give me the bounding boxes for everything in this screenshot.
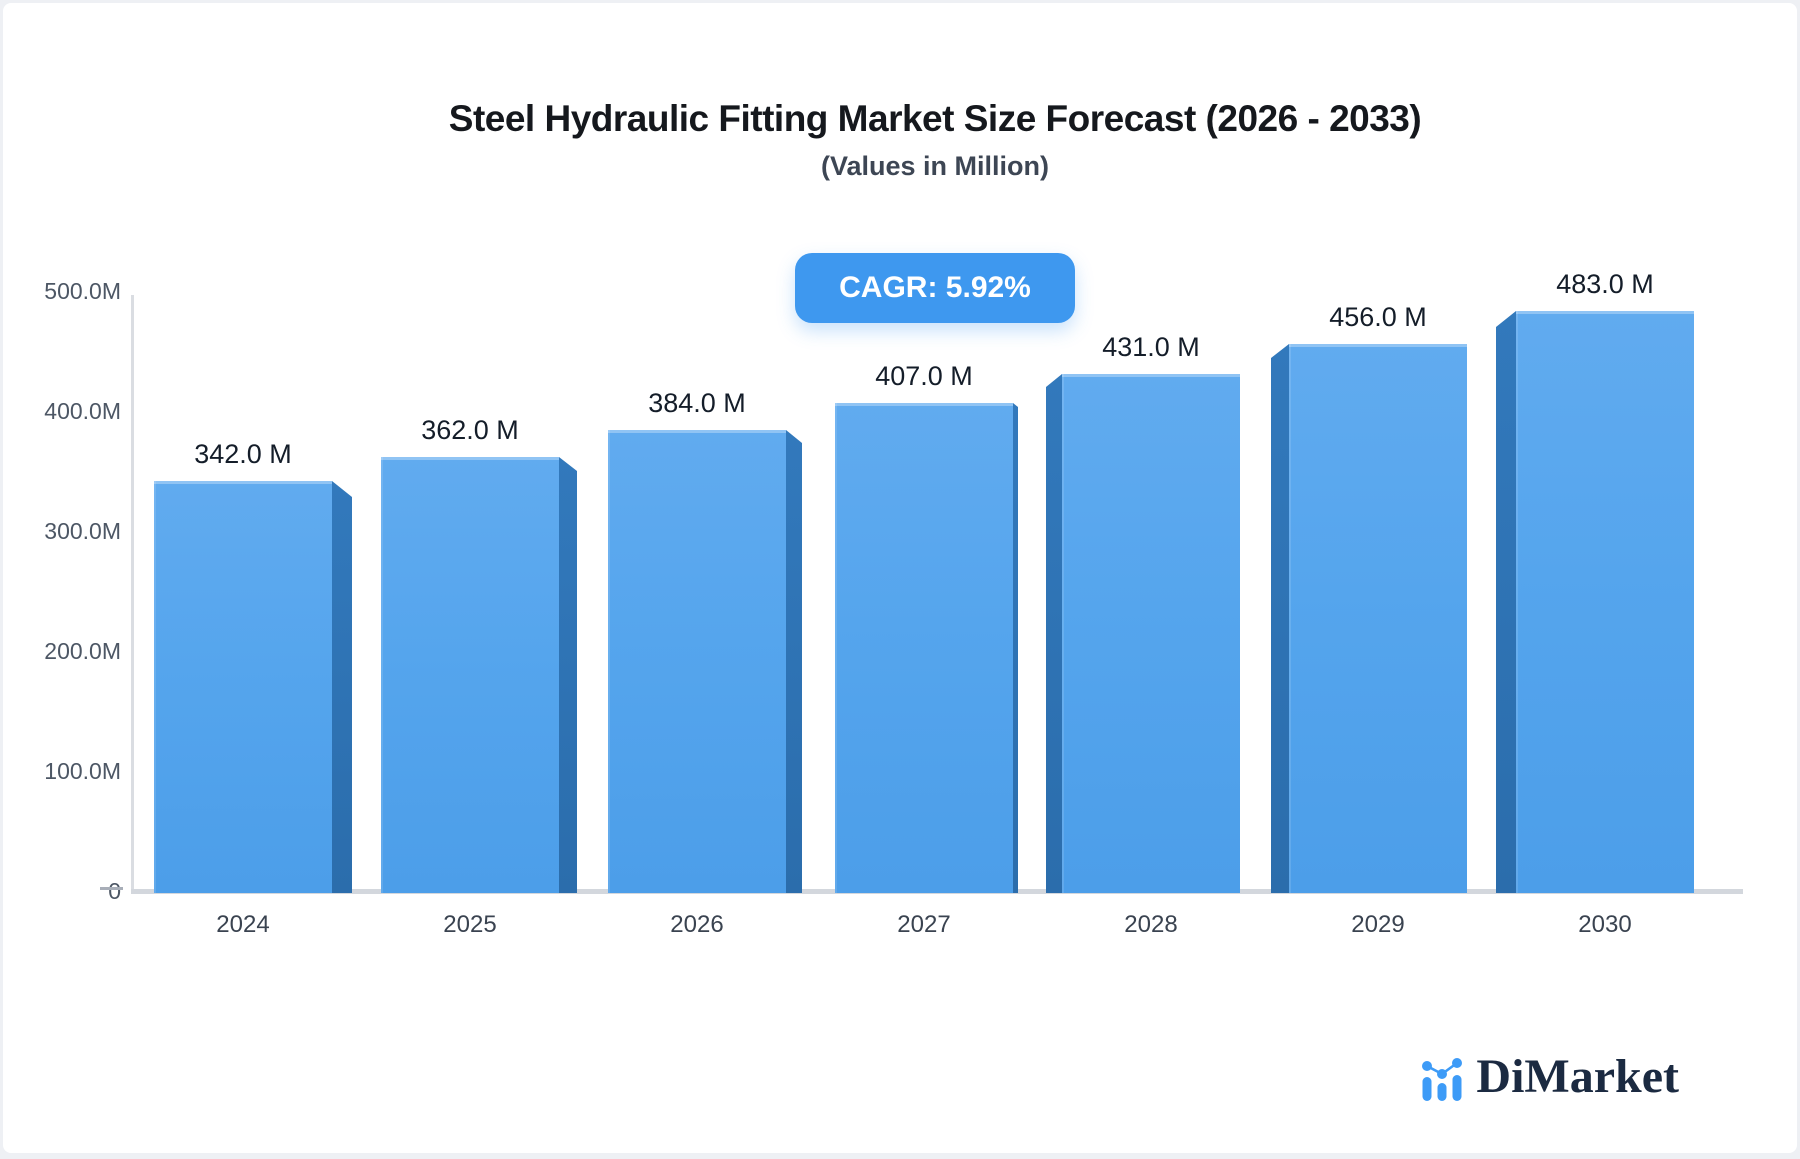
bar-2029[interactable] (1289, 344, 1467, 893)
bar-value-label: 342.0 M (194, 439, 292, 469)
bar-value-label: 362.0 M (421, 415, 519, 445)
bar-2030[interactable] (1516, 311, 1694, 893)
x-axis-label-2029: 2029 (1351, 911, 1405, 938)
brand-logo-text: DiMarket (1476, 1050, 1679, 1103)
zero-tick-mark (100, 887, 123, 890)
bar-side-2026 (786, 430, 802, 893)
x-axis-label-2027: 2027 (897, 911, 951, 938)
y-tick-label: 300.0M (44, 518, 121, 544)
x-axis-label-2026: 2026 (670, 911, 724, 938)
y-tick-label: 0 (108, 878, 121, 904)
x-axis-label-2024: 2024 (216, 911, 270, 938)
y-tick-label: 400.0M (44, 398, 121, 424)
bar-side-2028 (1046, 374, 1062, 893)
bar-2027[interactable] (835, 403, 1013, 893)
y-tick-label: 200.0M (44, 638, 121, 664)
bar-line-chart-icon (1420, 1055, 1464, 1101)
bar-value-label: 431.0 M (1102, 332, 1200, 362)
bar-side-2024 (332, 481, 352, 893)
chart-subtitle: (Values in Million) (820, 151, 1050, 181)
bar-2026[interactable] (608, 430, 786, 893)
y-tick-label: 500.0M (44, 278, 121, 304)
bar-value-label: 483.0 M (1556, 269, 1654, 299)
bar-2025[interactable] (381, 457, 559, 893)
x-axis-label-2030: 2030 (1578, 911, 1632, 938)
chart-title: Steel Hydraulic Fitting Market Size Fore… (448, 98, 1422, 139)
bar-side-2030 (1496, 311, 1516, 893)
chart-header: Steel Hydraulic Fitting Market Size Fore… (133, 97, 1737, 323)
plot-area: 0 100.0M 200.0M 300.0M 400.0M 500.0M 342.0 M 20… (3, 3, 1800, 1159)
y-tick-label: 100.0M (44, 758, 121, 784)
bar-2024[interactable] (154, 481, 332, 893)
x-axis-label-2028: 2028 (1124, 911, 1178, 938)
brand-logo[interactable]: DiMarket (1420, 1053, 1679, 1101)
bar-2028[interactable] (1062, 374, 1240, 893)
x-axis-label-2025: 2025 (443, 911, 497, 938)
bar-value-label: 407.0 M (875, 361, 973, 391)
bar-side-2027 (1013, 403, 1018, 893)
bar-value-label: 384.0 M (648, 388, 746, 418)
cagr-badge: CAGR: 5.92% (795, 253, 1075, 323)
bar-value-label: 456.0 M (1329, 302, 1427, 332)
y-axis-line (131, 295, 134, 893)
bar-side-2029 (1271, 344, 1289, 893)
chart-card: Steel Hydraulic Fitting Market Size Fore… (3, 3, 1797, 1153)
bar-side-2025 (559, 457, 577, 893)
